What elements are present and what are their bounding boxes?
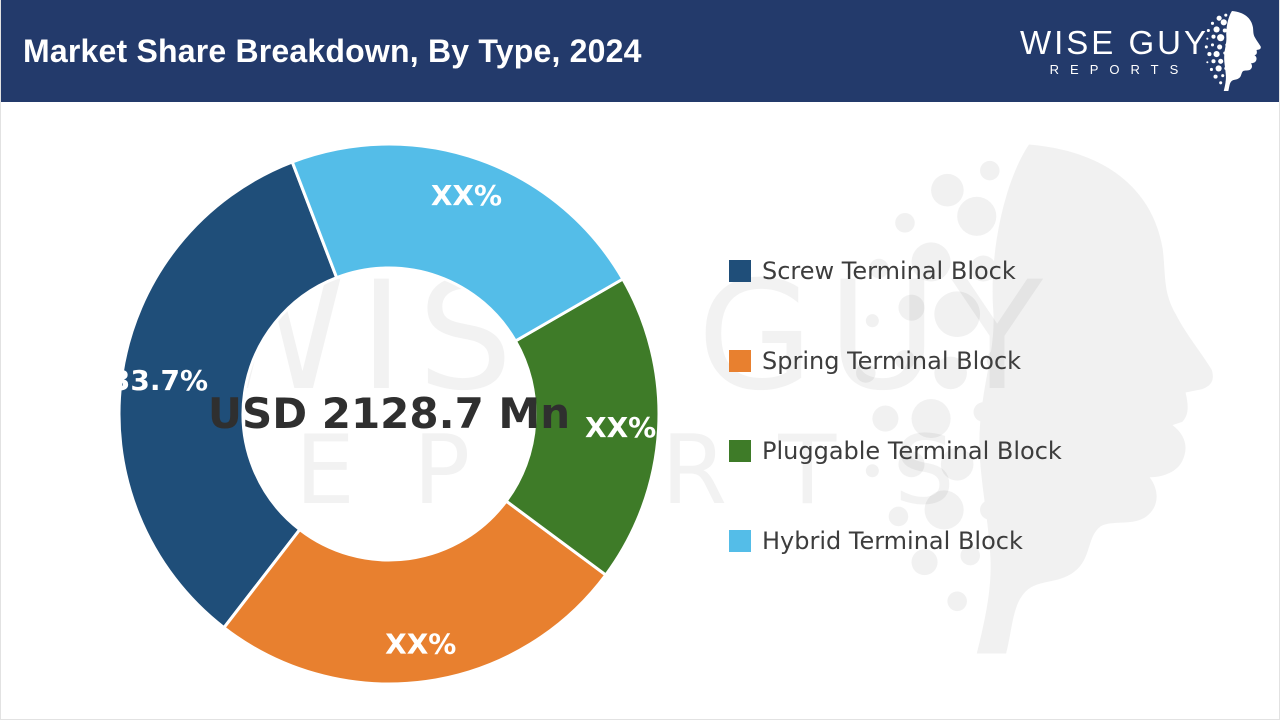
legend-label-screw-terminal-block: Screw Terminal Block <box>762 256 1016 285</box>
donut-segment-pluggable-terminal-block <box>504 277 661 577</box>
legend-item-screw-terminal-block: Screw Terminal Block <box>729 246 1062 296</box>
donut-segment-screw-terminal-block <box>117 160 339 630</box>
donut-chart: 33.7% XX% XX% XX% <box>111 142 661 686</box>
legend-item-pluggable-terminal-block: Pluggable Terminal Block <box>729 426 1062 476</box>
segment-label-hybrid-terminal-block: XX% <box>431 179 502 212</box>
legend-label-spring-terminal-block: Spring Terminal Block <box>762 346 1022 375</box>
legend-label-pluggable-terminal-block: Pluggable Terminal Block <box>762 436 1062 465</box>
segment-label-spring-terminal-block: XX% <box>385 627 456 660</box>
legend-label-hybrid-terminal-block: Hybrid Terminal Block <box>762 526 1023 555</box>
face-profile-icon <box>1203 10 1265 92</box>
legend-swatch-pluggable-terminal-block <box>729 440 751 462</box>
logo-brand-text: WISE GUY <box>1019 24 1209 61</box>
legend-item-hybrid-terminal-block: Hybrid Terminal Block <box>729 516 1062 566</box>
donut-segment-hybrid-terminal-block <box>290 142 625 343</box>
segment-label-screw-terminal-block: 33.7% <box>111 364 208 397</box>
legend-swatch-screw-terminal-block <box>729 260 751 282</box>
brand-logo-text: WISE GUY REPORTS <box>1020 26 1209 76</box>
page-title: Market Share Breakdown, By Type, 2024 <box>23 32 642 69</box>
legend-item-spring-terminal-block: Spring Terminal Block <box>729 336 1062 386</box>
chart-legend: Screw Terminal Block Spring Terminal Bloc… <box>729 246 1062 566</box>
logo-sub-text: REPORTS <box>1049 62 1190 77</box>
header: Market Share Breakdown, By Type, 2024 WI… <box>1 0 1279 102</box>
brand-logo: WISE GUY REPORTS <box>1020 10 1265 92</box>
legend-swatch-hybrid-terminal-block <box>729 530 751 552</box>
chart-center-value: USD 2128.7 Mn <box>207 389 571 438</box>
donut-segment-spring-terminal-block <box>222 499 608 686</box>
legend-swatch-spring-terminal-block <box>729 350 751 372</box>
segment-label-pluggable-terminal-block: XX% <box>585 411 656 444</box>
